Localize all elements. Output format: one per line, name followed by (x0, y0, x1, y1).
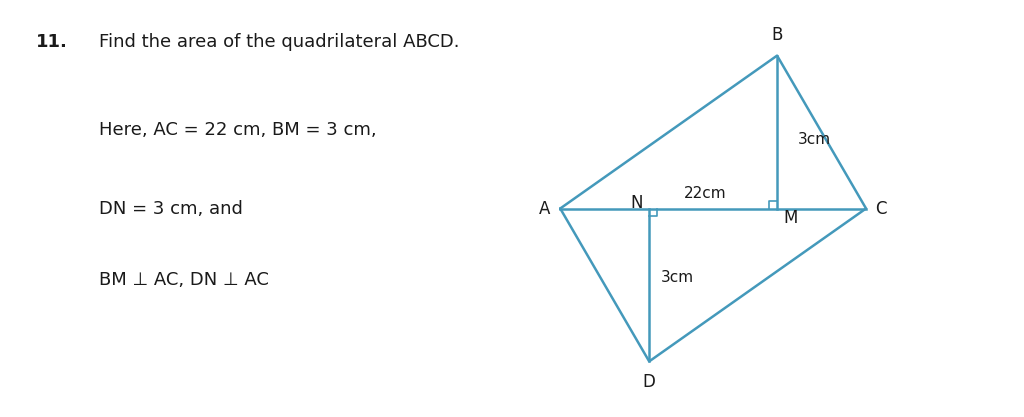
Text: B: B (771, 27, 782, 45)
Text: A: A (540, 199, 551, 218)
Text: 3cm: 3cm (660, 270, 693, 285)
Text: 22cm: 22cm (683, 186, 726, 201)
Text: C: C (876, 199, 887, 218)
Text: Here, AC = 22 cm, BM = 3 cm,: Here, AC = 22 cm, BM = 3 cm, (99, 121, 377, 139)
Text: 11.: 11. (36, 33, 68, 51)
Text: BM ⊥ AC, DN ⊥ AC: BM ⊥ AC, DN ⊥ AC (99, 271, 269, 289)
Text: M: M (783, 209, 798, 227)
Text: D: D (643, 372, 655, 390)
Text: 3cm: 3cm (798, 132, 831, 147)
Text: Find the area of the quadrilateral ABCD.: Find the area of the quadrilateral ABCD. (99, 33, 460, 51)
Text: N: N (631, 194, 643, 212)
Text: DN = 3 cm, and: DN = 3 cm, and (99, 200, 243, 218)
